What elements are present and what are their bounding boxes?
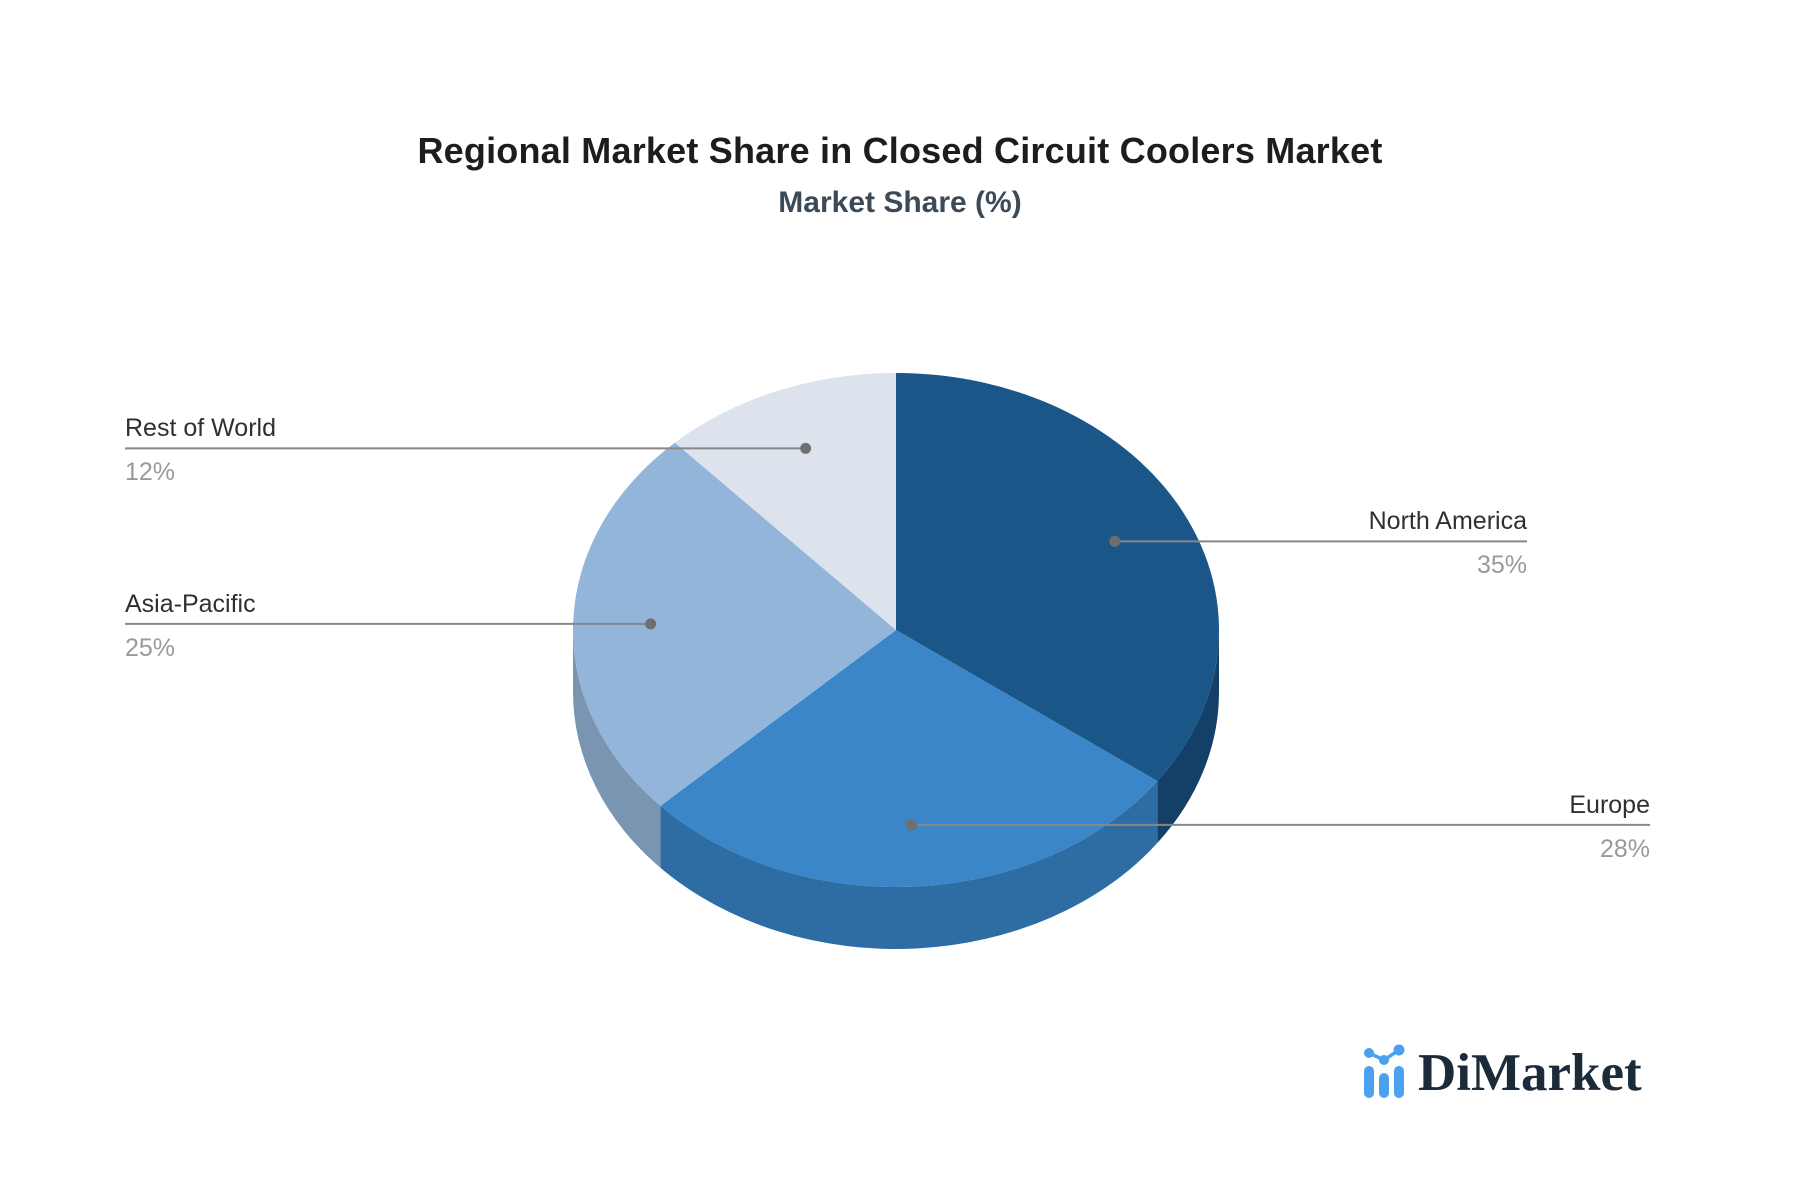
brand-name: DiMarket	[1418, 1044, 1642, 1102]
pie-slice-europe	[660, 630, 1158, 887]
bar-line-chart-icon	[1364, 1044, 1405, 1098]
chart-title: Regional Market Share in Closed Circuit …	[417, 130, 1383, 171]
slice-name: Rest of World	[125, 414, 276, 443]
slice-name: North America	[1368, 507, 1527, 536]
slice-name: Europe	[1569, 790, 1650, 819]
brand-logo: DiMarket	[1362, 1044, 1642, 1100]
slice-value: 25%	[125, 633, 176, 662]
label-dot-rest-of-world	[800, 442, 812, 454]
slice-value: 12%	[125, 458, 176, 487]
pie-slice-side-north-america	[1157, 630, 1219, 844]
slice-value: 35%	[1476, 551, 1527, 580]
pie-slice-rest-of-world	[674, 373, 896, 630]
pie-slice-side-europe	[660, 781, 1158, 949]
slice-label-europe: Europe 28%	[1569, 790, 1650, 864]
slice-label-rest-of-world: Rest of World 12%	[125, 413, 276, 487]
chart-subtitle: Market Share (%)	[778, 186, 1022, 219]
pie-slice-asia-pacific	[573, 442, 896, 806]
label-dot-asia-pacific	[645, 618, 657, 630]
slice-label-north-america: North America 35%	[1369, 506, 1527, 580]
slice-name: Asia-Pacific	[125, 589, 256, 618]
pie-slice-side-asia-pacific	[573, 630, 661, 868]
label-dot-north-america	[1109, 535, 1121, 547]
slice-value: 28%	[1599, 834, 1650, 863]
pie-slice-north-america	[896, 373, 1219, 782]
label-dot-europe	[905, 819, 917, 831]
slice-label-asia-pacific: Asia-Pacific 25%	[125, 589, 256, 663]
